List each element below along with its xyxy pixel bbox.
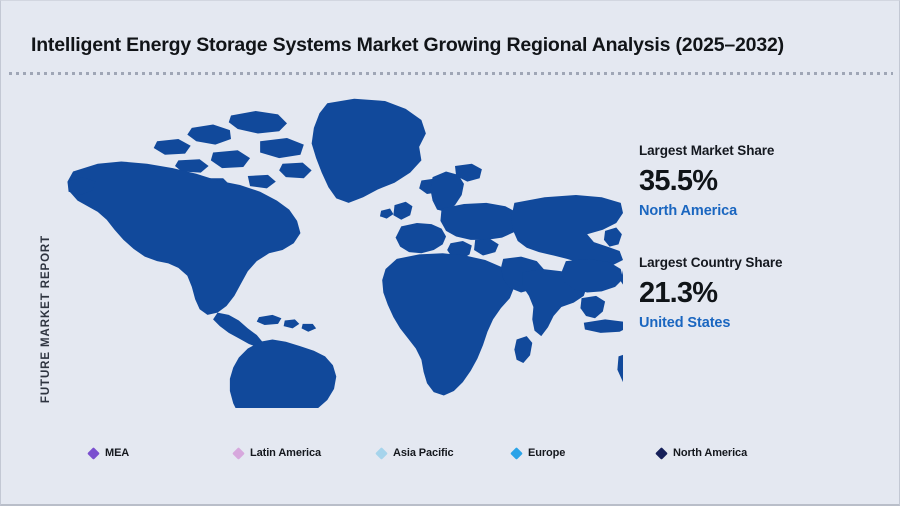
legend-item-europe[interactable]: Europe [510,446,657,460]
legend-item-latin-america[interactable]: Latin America [232,446,377,460]
header-divider [9,72,893,75]
stat-heading: Largest Country Share [639,255,783,270]
legend-label: Europe [528,447,566,459]
stat-region: North America [639,203,738,219]
legend-label: MEA [105,447,130,459]
legend-label: Latin America [250,447,322,459]
legend-label: Asia Pacific [393,447,454,459]
map-legend: MEA Latin America Asia Pacific Europe No… [87,446,748,460]
legend-marker-icon [655,446,668,460]
brand-watermark: FUTURE MARKET REPORT [40,234,52,404]
world-map-svg [67,98,623,408]
stat-heading: Largest Market Share [639,143,775,158]
legend-item-asia-pacific[interactable]: Asia Pacific [375,446,512,460]
map-landmass [67,98,623,408]
legend-item-north-america[interactable]: North America [655,446,748,460]
stat-block-country-share: Largest Country Share 21.3% United State… [639,255,889,331]
legend-label: North America [673,447,748,459]
stat-value: 35.5% [639,165,718,197]
legend-marker-icon [510,446,523,460]
world-map [63,93,623,408]
legend-item-mea[interactable]: MEA [87,446,234,460]
stat-region: United States [639,315,731,331]
legend-marker-icon [375,446,388,460]
stat-block-market-share: Largest Market Share 35.5% North America [639,143,889,219]
page-title: Intelligent Energy Storage Systems Marke… [31,34,784,56]
stats-panel: Largest Market Share 35.5% North America… [639,143,889,367]
legend-marker-icon [87,446,100,460]
stat-value: 21.3% [639,277,718,309]
legend-marker-icon [232,446,245,460]
